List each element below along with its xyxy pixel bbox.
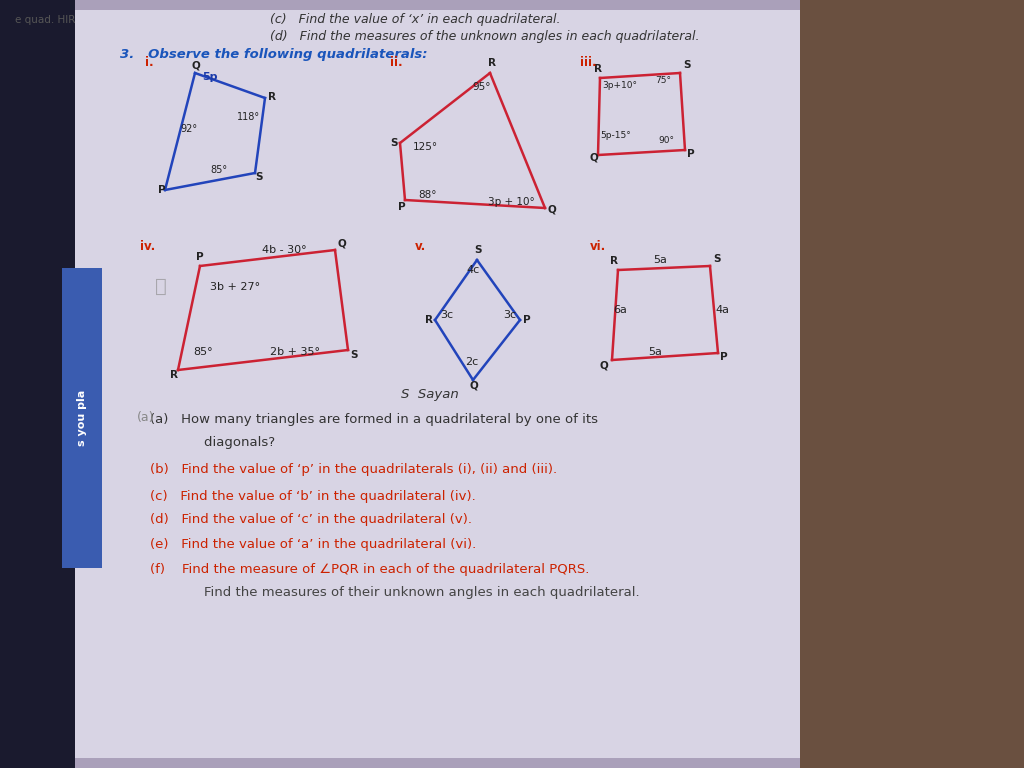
Text: P: P <box>720 352 728 362</box>
Text: iv.: iv. <box>140 240 156 253</box>
Text: 4b - 30°: 4b - 30° <box>262 245 306 255</box>
Text: S: S <box>683 60 690 70</box>
Text: v.: v. <box>415 240 426 253</box>
Text: S: S <box>474 245 481 255</box>
Text: 3c: 3c <box>440 310 454 320</box>
Text: R: R <box>170 370 178 380</box>
Text: (e)   Find the value of ‘a’ in the quadrilateral (vi).: (e) Find the value of ‘a’ in the quadril… <box>150 538 476 551</box>
Text: 90°: 90° <box>658 136 674 145</box>
Text: 5a: 5a <box>648 347 662 357</box>
Text: S: S <box>350 350 357 360</box>
Text: 85°: 85° <box>210 165 227 175</box>
Text: R: R <box>425 315 433 325</box>
Text: 5p: 5p <box>202 72 217 82</box>
Text: 88°: 88° <box>418 190 436 200</box>
Text: (c)   Find the value of ‘x’ in each quadrilateral.: (c) Find the value of ‘x’ in each quadri… <box>270 13 560 26</box>
Text: (a)   How many triangles are formed in a quadrilateral by one of its: (a) How many triangles are formed in a q… <box>150 413 598 426</box>
Text: 3p+10°: 3p+10° <box>602 81 637 90</box>
Text: 3b + 27°: 3b + 27° <box>210 282 260 292</box>
Text: R: R <box>488 58 496 68</box>
Text: P: P <box>523 315 530 325</box>
Text: 3c: 3c <box>503 310 516 320</box>
Text: 2c: 2c <box>465 357 478 367</box>
Text: 🐘: 🐘 <box>155 277 167 296</box>
Text: Q: Q <box>548 204 557 214</box>
Text: diagonals?: diagonals? <box>170 436 275 449</box>
Text: 75°: 75° <box>655 76 671 85</box>
FancyBboxPatch shape <box>0 0 75 768</box>
Text: 118°: 118° <box>237 112 260 122</box>
Text: (d)   Find the value of ‘c’ in the quadrilateral (v).: (d) Find the value of ‘c’ in the quadril… <box>150 513 472 526</box>
Text: 92°: 92° <box>180 124 198 134</box>
Text: S  Sayan: S Sayan <box>401 388 459 401</box>
Text: (a): (a) <box>137 411 155 424</box>
Text: P: P <box>687 149 694 159</box>
Text: ii.: ii. <box>390 56 402 69</box>
Text: P: P <box>398 202 406 212</box>
Text: Find the measures of their unknown angles in each quadrilateral.: Find the measures of their unknown angle… <box>170 586 640 599</box>
Text: 95°: 95° <box>473 82 492 92</box>
Text: 4a: 4a <box>715 305 729 315</box>
FancyBboxPatch shape <box>60 10 840 758</box>
Text: P: P <box>196 252 204 262</box>
Text: 4c: 4c <box>466 265 479 275</box>
Text: 3.   Observe the following quadrilaterals:: 3. Observe the following quadrilaterals: <box>120 48 427 61</box>
Text: P: P <box>158 185 166 195</box>
Text: (f)    Find the measure of ∠PQR in each of the quadrilateral PQRS.: (f) Find the measure of ∠PQR in each of … <box>150 563 590 576</box>
Text: iii.: iii. <box>580 56 597 69</box>
Text: 2b + 35°: 2b + 35° <box>270 347 319 357</box>
Text: Q: Q <box>338 238 347 248</box>
Text: Q: Q <box>590 152 599 162</box>
Text: e quad. HIR: e quad. HIR <box>15 15 76 25</box>
Text: 5a: 5a <box>653 255 667 265</box>
Text: 125°: 125° <box>413 142 438 152</box>
Text: S: S <box>255 172 262 182</box>
Text: S: S <box>390 138 397 148</box>
Text: 5p-15°: 5p-15° <box>600 131 631 140</box>
Text: i.: i. <box>145 56 154 69</box>
Text: 85°: 85° <box>193 347 213 357</box>
FancyBboxPatch shape <box>800 0 1024 768</box>
Text: (d)   Find the measures of the unknown angles in each quadrilateral.: (d) Find the measures of the unknown ang… <box>270 30 699 43</box>
Text: R: R <box>268 92 276 102</box>
Text: (b)   Find the value of ‘p’ in the quadrilaterals (i), (ii) and (iii).: (b) Find the value of ‘p’ in the quadril… <box>150 463 557 476</box>
Text: (c)   Find the value of ‘b’ in the quadrilateral (iv).: (c) Find the value of ‘b’ in the quadril… <box>150 490 476 503</box>
Text: Q: Q <box>600 360 608 370</box>
Text: vi.: vi. <box>590 240 606 253</box>
Text: R: R <box>594 64 602 74</box>
Text: s you pla: s you pla <box>77 390 87 446</box>
FancyBboxPatch shape <box>62 268 102 568</box>
Text: 3p + 10°: 3p + 10° <box>488 197 535 207</box>
Text: R: R <box>610 256 618 266</box>
Text: S: S <box>713 254 721 264</box>
Text: Q: Q <box>193 60 201 70</box>
Text: Q: Q <box>470 380 479 390</box>
Text: 6a: 6a <box>613 305 627 315</box>
